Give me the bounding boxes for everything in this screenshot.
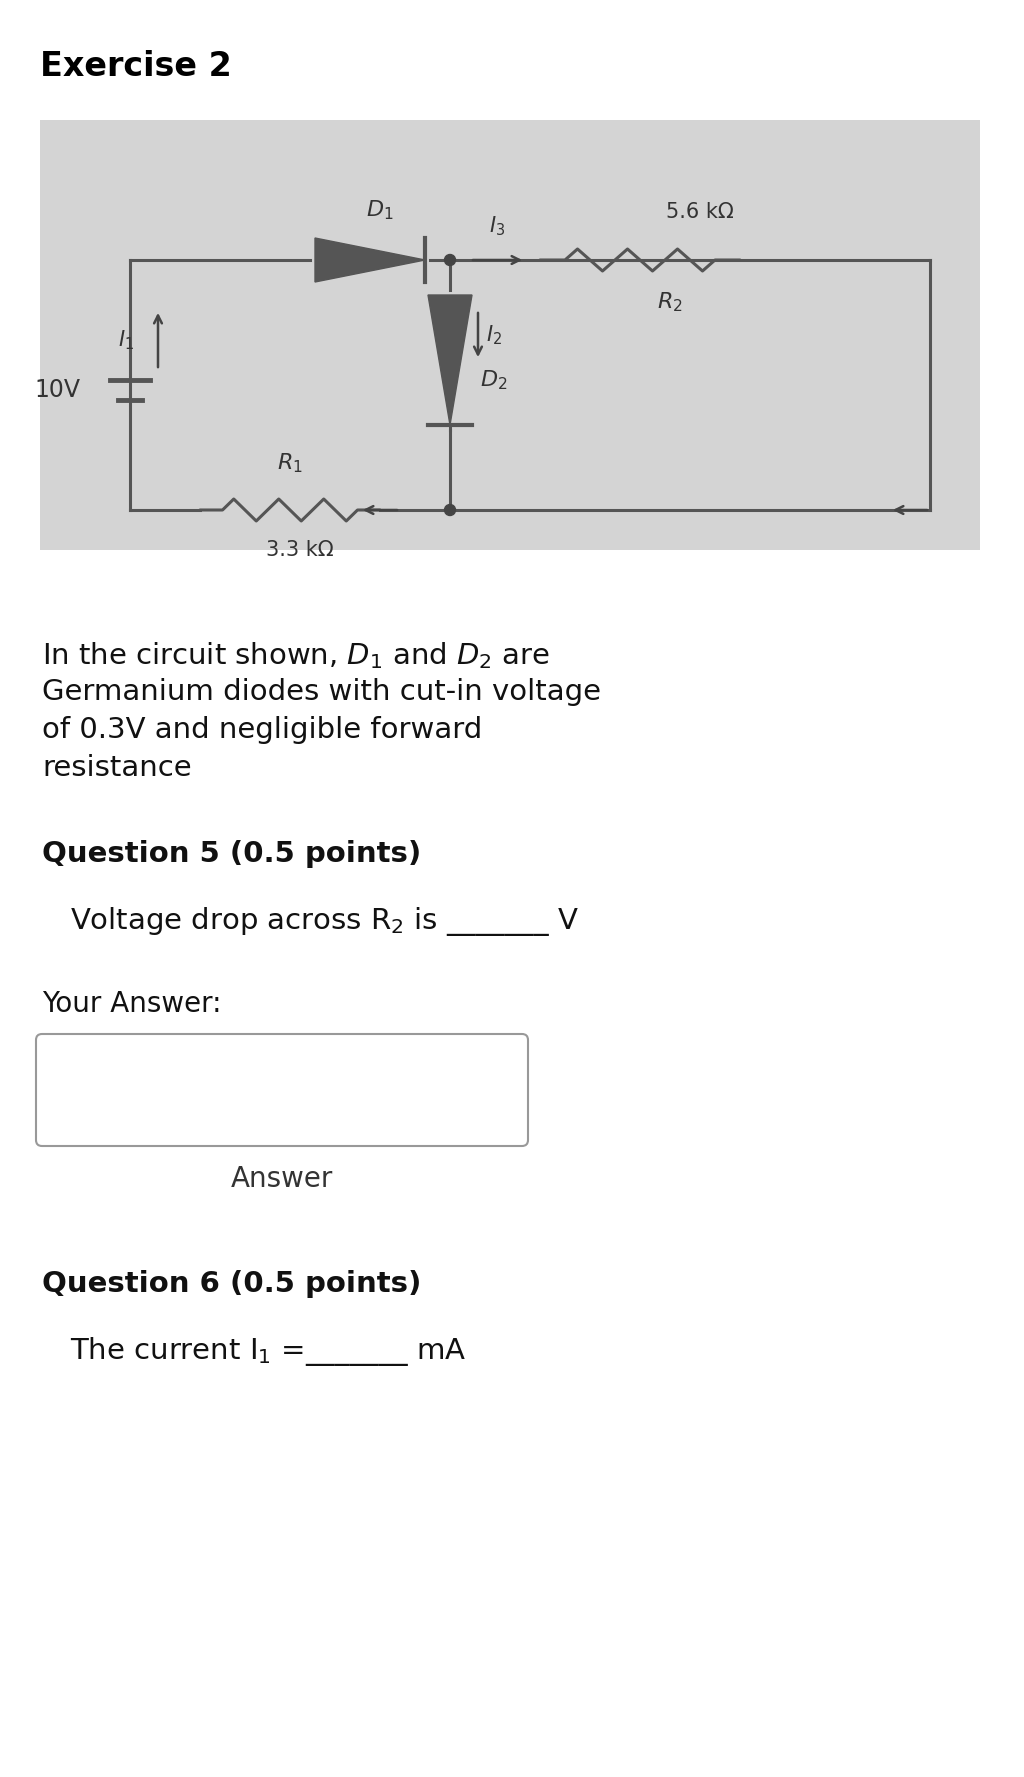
FancyBboxPatch shape (36, 1034, 528, 1146)
Text: $R_2$: $R_2$ (657, 290, 683, 313)
Text: $I_2$: $I_2$ (486, 323, 502, 347)
Text: $D_1$: $D_1$ (367, 199, 394, 222)
Text: Exercise 2: Exercise 2 (40, 50, 231, 84)
Text: Question 6 (0.5 points): Question 6 (0.5 points) (42, 1271, 421, 1297)
Text: $D_2$: $D_2$ (480, 368, 507, 391)
Circle shape (444, 254, 456, 265)
Text: of 0.3V and negligible forward: of 0.3V and negligible forward (42, 716, 482, 745)
Circle shape (444, 505, 456, 515)
Text: 10V: 10V (34, 379, 80, 402)
Bar (40, 121, 980, 551)
Text: $I_3$: $I_3$ (489, 215, 506, 238)
Text: Your Answer:: Your Answer: (42, 990, 221, 1018)
Text: The current I$_{\mathregular{1}}$ =_______ mA: The current I$_{\mathregular{1}}$ =_____… (70, 1335, 467, 1368)
Text: Voltage drop across R$_{\mathregular{2}}$ is _______ V: Voltage drop across R$_{\mathregular{2}}… (70, 904, 579, 938)
Text: 3.3 kΩ: 3.3 kΩ (266, 540, 334, 560)
Polygon shape (315, 238, 425, 283)
Text: Question 5 (0.5 points): Question 5 (0.5 points) (42, 841, 421, 867)
Text: Answer: Answer (230, 1166, 333, 1192)
Text: 5.6 kΩ: 5.6 kΩ (667, 203, 734, 222)
Text: In the circuit shown, $D_1$ and $D_2$ are: In the circuit shown, $D_1$ and $D_2$ ar… (42, 640, 550, 670)
Text: Germanium diodes with cut-in voltage: Germanium diodes with cut-in voltage (42, 679, 601, 705)
Text: $R_1$: $R_1$ (278, 451, 303, 474)
Text: $I_1$: $I_1$ (118, 329, 134, 352)
Polygon shape (428, 295, 472, 425)
Text: resistance: resistance (42, 753, 191, 782)
